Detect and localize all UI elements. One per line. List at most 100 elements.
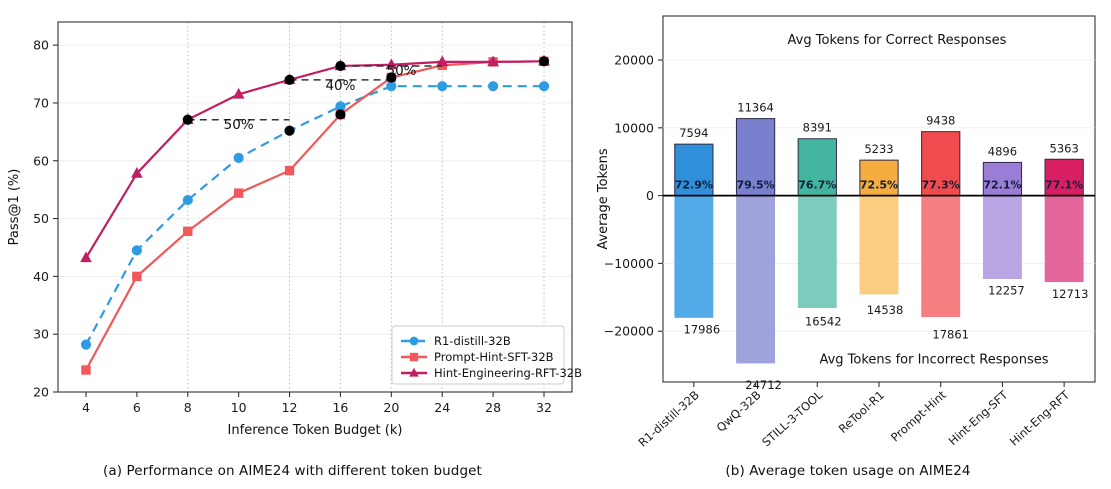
bar-value-label-incorrect: 12257	[988, 284, 1025, 298]
highlight-point-marker	[284, 74, 295, 85]
highlight-point-marker	[386, 72, 397, 83]
svg-text:16: 16	[332, 400, 348, 415]
bar-value-label-incorrect: 16542	[805, 315, 842, 329]
data-point-marker	[81, 365, 91, 375]
bar-value-label-correct: 7594	[679, 126, 708, 140]
data-point-marker	[284, 165, 295, 176]
bar-value-label-correct: 9438	[926, 114, 955, 128]
bar-value-label-correct: 4896	[988, 144, 1017, 158]
svg-text:20000: 20000	[614, 53, 654, 68]
annotation-label: 40%	[325, 78, 355, 94]
svg-text:28: 28	[485, 400, 501, 415]
data-point-marker	[131, 245, 142, 256]
data-point-marker	[488, 81, 499, 92]
bar-value-label-incorrect: 17986	[684, 323, 721, 337]
bar-correct	[797, 138, 837, 197]
x-category-label: ReTool-R1	[836, 388, 887, 436]
line-series-R1-distill-32B	[85, 85, 545, 346]
bar-value-label-incorrect: 12713	[1052, 287, 1089, 301]
region-title-correct: Avg Tokens for Correct Responses	[788, 33, 1007, 48]
svg-text:6: 6	[133, 400, 141, 415]
bar-accuracy-label: 77.3%	[922, 179, 960, 192]
data-point-marker	[131, 167, 143, 178]
bar-value-label-incorrect: 24712	[745, 378, 782, 392]
svg-text:10: 10	[231, 400, 247, 415]
bar-incorrect	[736, 195, 776, 364]
svg-text:10000: 10000	[614, 120, 654, 135]
line-series-Hint-Engineering-RFT-32B	[85, 60, 545, 259]
svg-text:80: 80	[33, 38, 49, 53]
svg-text:Average Tokens: Average Tokens	[596, 148, 611, 250]
bar-correct	[982, 161, 1023, 197]
svg-text:−10000: −10000	[604, 256, 654, 271]
svg-text:20: 20	[33, 385, 49, 400]
caption-a: (a) Performance on AIME24 with different…	[103, 463, 482, 479]
data-point-marker	[182, 194, 193, 206]
bar-incorrect	[674, 195, 714, 318]
data-point-marker	[80, 339, 92, 350]
x-category-label: Prompt-Hint	[888, 387, 949, 444]
data-point-marker	[436, 55, 449, 67]
bar-chart-svg: 20000 10000 0 −10000 −20000 Average Tokens Avg…	[596, 15, 1096, 450]
x-category-label: STILL-3-TOOL	[759, 387, 826, 449]
panel-b-bar-chart: 20000 10000 0 −10000 −20000 Average Tokens Avg…	[585, 0, 1111, 489]
line-series-Prompt-Hint-SFT-32B	[85, 60, 545, 371]
svg-text:30: 30	[33, 327, 49, 342]
data-point-marker	[80, 251, 92, 263]
data-point-marker	[183, 226, 193, 236]
bar-value-label-incorrect: 14538	[867, 303, 904, 317]
highlight-point-marker	[284, 125, 295, 136]
bar-incorrect	[982, 195, 1022, 279]
svg-text:8: 8	[184, 400, 192, 415]
bar-value-label-correct: 5363	[1050, 141, 1079, 155]
bar-value-label-correct: 5233	[864, 142, 893, 156]
bar-value-label-correct: 11364	[737, 101, 774, 115]
bar-accuracy-label: 79.5%	[736, 179, 774, 192]
bar-correct	[1044, 158, 1084, 197]
svg-text:Pass@1 (%): Pass@1 (%)	[7, 169, 22, 246]
svg-text:60: 60	[33, 153, 49, 168]
bar-correct	[921, 131, 961, 197]
svg-text:70: 70	[33, 95, 49, 110]
svg-text:4: 4	[82, 400, 90, 415]
legend-box	[391, 325, 565, 385]
svg-text:−20000: −20000	[604, 324, 654, 339]
bar-incorrect	[859, 195, 899, 295]
bar-correct	[859, 159, 899, 197]
bar-accuracy-label: 77.1%	[1045, 179, 1083, 192]
caption-b: (b) Average token usage on AIME24	[725, 463, 971, 479]
highlight-point-marker	[335, 60, 346, 72]
bar-value-label-correct: 8391	[803, 121, 832, 135]
bar-incorrect	[1044, 195, 1084, 283]
annotation-label: 50%	[224, 117, 254, 133]
data-point-marker	[386, 81, 397, 92]
data-point-marker	[437, 81, 448, 92]
bar-incorrect	[921, 195, 961, 317]
x-category-label: Hint-Eng-SFT	[946, 387, 1011, 448]
data-point-marker	[232, 87, 245, 99]
bar-accuracy-label: 72.9%	[675, 179, 713, 192]
bar-correct	[674, 143, 714, 197]
region-title-incorrect: Avg Tokens for Incorrect Responses	[819, 353, 1048, 368]
panel-a-line-chart: 20 30 40 50 60 70 80 Pass@1 (%) 4 6 8 10 12 16 20 24 28 3…	[7, 21, 582, 479]
svg-text:0: 0	[646, 188, 654, 203]
svg-text:24: 24	[434, 400, 450, 415]
legend-label: Prompt-Hint-SFT-32B	[434, 350, 554, 364]
bar-value-label-incorrect: 17861	[932, 328, 969, 342]
highlight-point-marker	[335, 109, 346, 120]
svg-text:Inference Token Budget (k): Inference Token Budget (k)	[228, 423, 403, 438]
bar-accuracy-label: 72.1%	[983, 179, 1021, 192]
x-category-label: QwQ-32B	[714, 388, 764, 435]
svg-text:20: 20	[383, 400, 399, 415]
svg-text:40: 40	[33, 269, 49, 284]
bar-accuracy-label: 76.7%	[798, 179, 836, 192]
highlight-point-marker	[538, 56, 550, 67]
data-point-marker	[233, 152, 244, 163]
svg-text:12: 12	[282, 400, 298, 415]
svg-text:32: 32	[536, 400, 552, 415]
legend-label: R1-distill-32B	[434, 334, 511, 348]
data-point-marker	[233, 188, 244, 198]
highlight-point-marker	[182, 114, 193, 125]
legend-label: Hint-Engineering-RFT-32B	[434, 366, 582, 380]
